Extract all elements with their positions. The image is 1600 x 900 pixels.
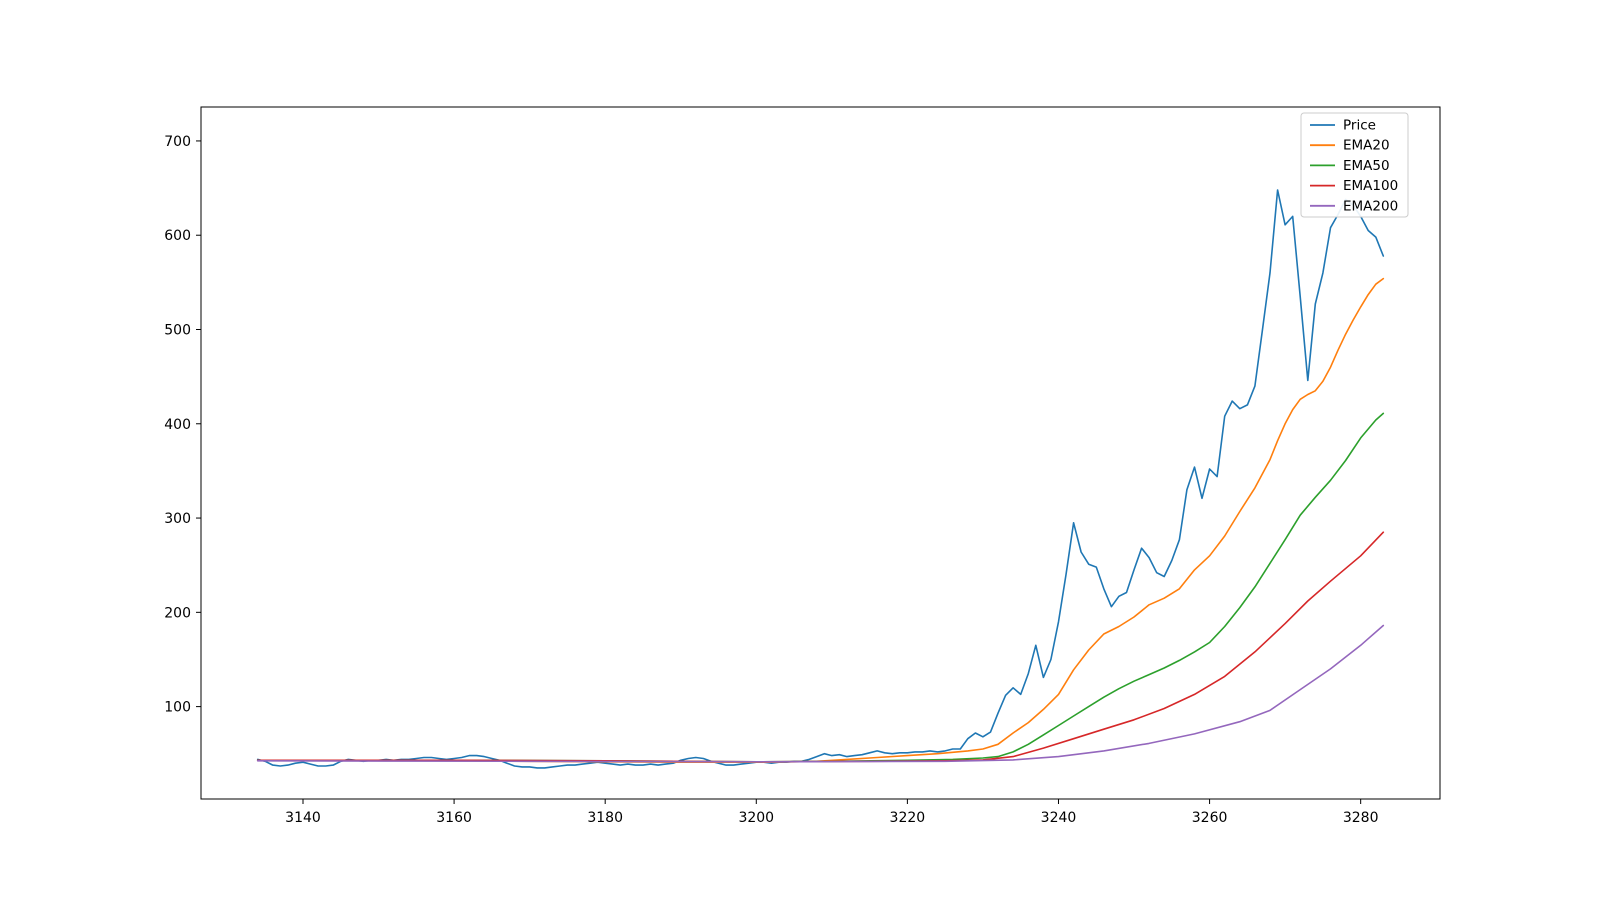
y-tick-label: 500 (164, 322, 191, 338)
x-tick-label: 3180 (587, 810, 623, 826)
x-tick-label: 3220 (890, 810, 926, 826)
legend-box (1300, 112, 1409, 218)
x-tick-label: 3160 (436, 810, 472, 826)
y-tick-label: 200 (164, 605, 191, 621)
series-line-price (256, 189, 1385, 769)
x-tick-label: 3280 (1343, 810, 1379, 826)
legend-label-price: Price (1343, 118, 1376, 134)
y-tick-label: 400 (164, 417, 191, 433)
x-tick-label: 3240 (1041, 810, 1077, 826)
legend-label-ema50: EMA50 (1343, 158, 1390, 174)
x-tick-label: 3260 (1192, 810, 1228, 826)
y-tick-label: 600 (164, 228, 191, 244)
y-tick-label: 300 (164, 511, 191, 527)
x-tick-label: 3200 (738, 810, 774, 826)
y-tick-label: 100 (164, 700, 191, 716)
legend: Price EMA20 EMA50 EMA100 EMA200 (1300, 112, 1409, 218)
y-tick-label: 700 (164, 134, 191, 150)
legend-label-ema20: EMA20 (1343, 138, 1390, 154)
legend-label-ema100: EMA100 (1343, 178, 1398, 194)
plot-area (200, 106, 1441, 800)
series-line-ema20 (256, 277, 1385, 764)
x-tick-label: 3140 (285, 810, 321, 826)
legend-label-ema200: EMA200 (1343, 198, 1398, 214)
series-line-ema200 (256, 624, 1385, 763)
series-line-ema50 (256, 412, 1385, 763)
